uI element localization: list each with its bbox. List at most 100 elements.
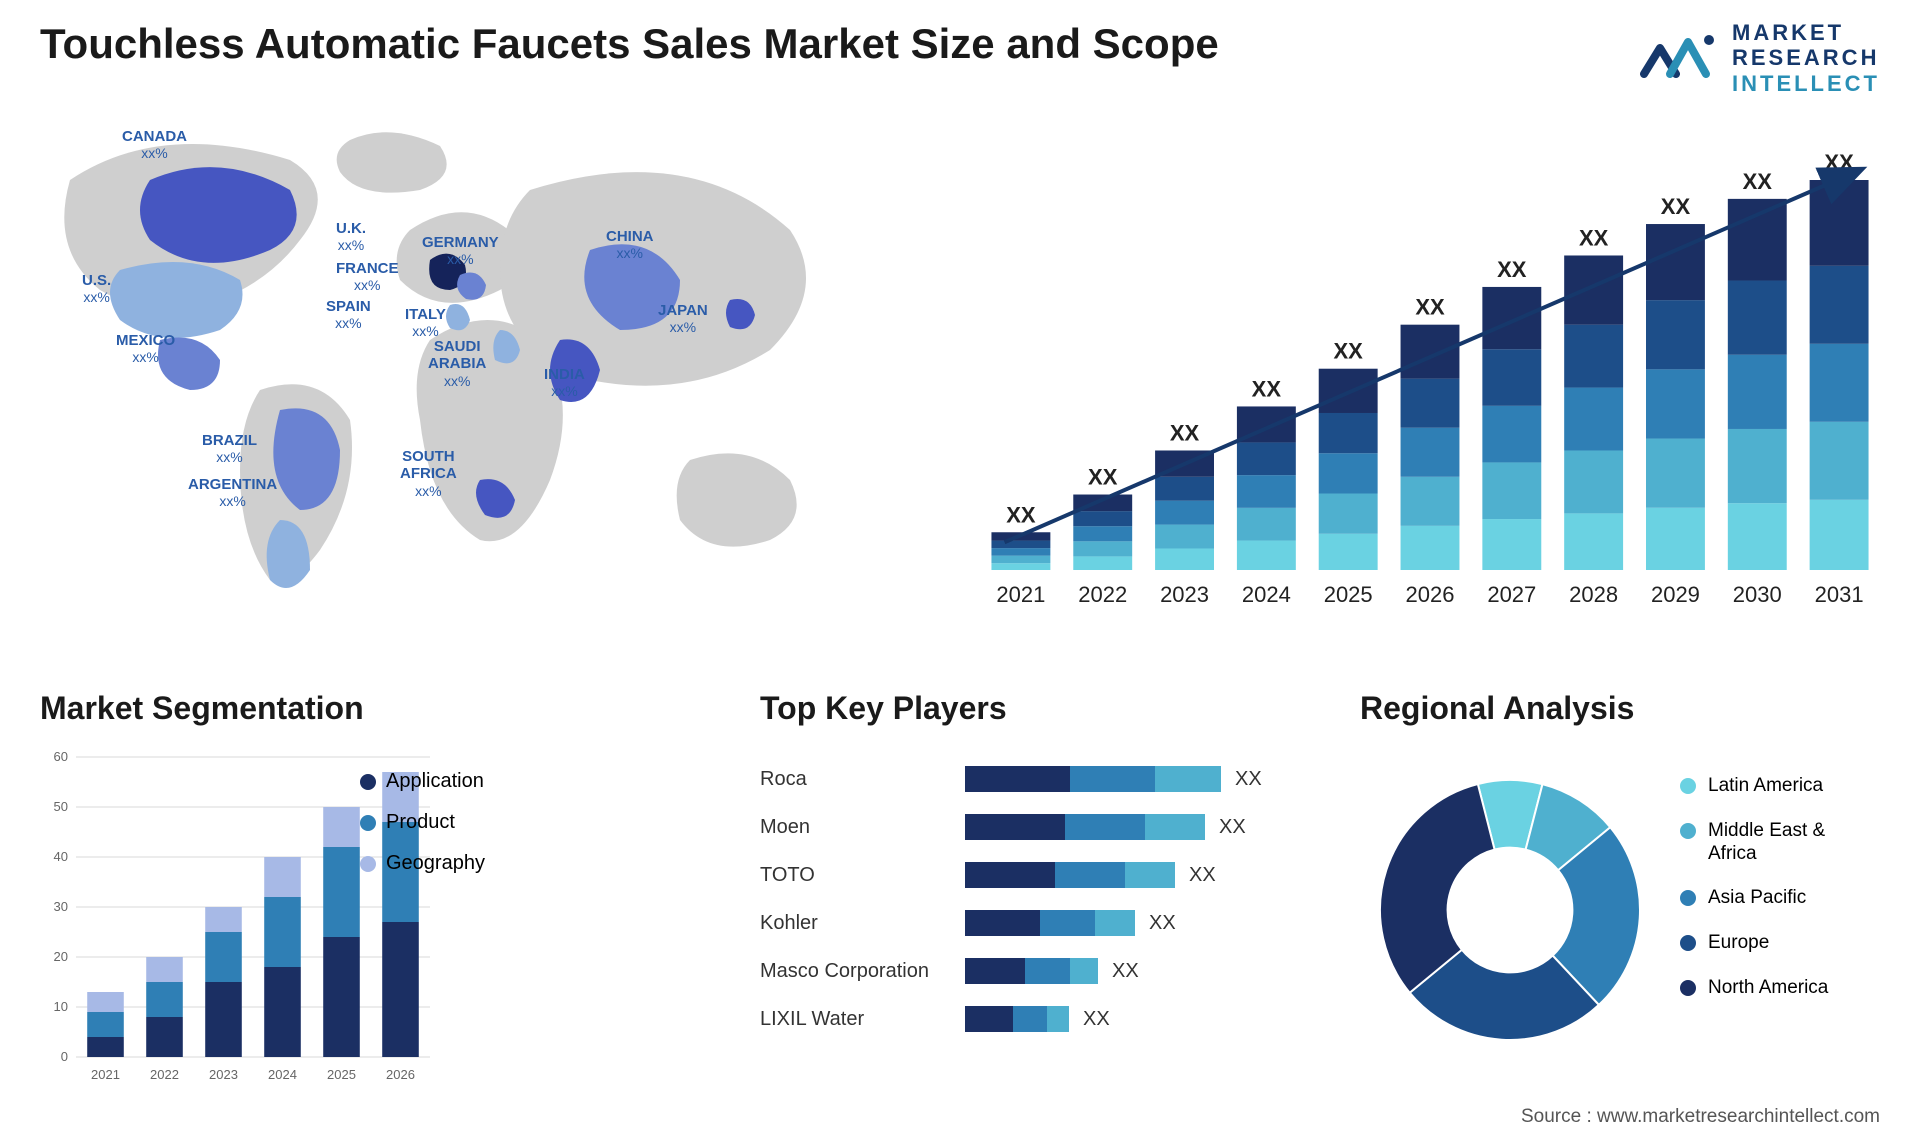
source-text: Source : www.marketresearchintellect.com [1521,1106,1880,1128]
svg-text:30: 30 [54,899,68,914]
svg-text:2022: 2022 [1078,582,1127,607]
map-label: ITALYxx% [405,306,446,341]
svg-text:2030: 2030 [1733,582,1782,607]
player-value: XX [1112,960,1139,983]
player-bar [965,814,1205,840]
svg-text:2028: 2028 [1569,582,1618,607]
players-list: RocaXXMoenXXTOTOXXKohlerXXMasco Corporat… [760,755,1300,1043]
svg-text:2024: 2024 [1242,582,1291,607]
map-label: SAUDIARABIAxx% [428,338,486,390]
regional-title: Regional Analysis [1360,690,1890,727]
player-bar [965,910,1135,936]
svg-text:2025: 2025 [1324,582,1373,607]
svg-text:2026: 2026 [386,1067,415,1082]
player-value: XX [1219,816,1246,839]
logo-text: MARKET RESEARCH INTELLECT [1732,20,1880,96]
segmentation-legend: Application Product Geography [360,770,485,893]
page-title: Touchless Automatic Faucets Sales Market… [40,20,1219,68]
legend-item: Geography [360,852,485,875]
regional-donut [1360,760,1660,1065]
svg-text:XX: XX [1743,169,1773,194]
player-value: XX [1235,768,1262,791]
player-row: Roca XX [760,755,1300,803]
growth-chart: XX 2021 XX 2022 XX 2023 XX 2024 XX 2025 XX 2026 XX 20… [980,150,1880,620]
player-value: XX [1189,864,1216,887]
svg-text:XX: XX [1334,339,1364,364]
svg-text:XX: XX [1006,502,1036,527]
legend-item: Application [360,770,485,793]
map-label: SPAINxx% [326,298,371,333]
player-value: XX [1083,1008,1110,1031]
svg-text:20: 20 [54,949,68,964]
svg-text:2022: 2022 [150,1067,179,1082]
svg-text:XX: XX [1415,295,1445,320]
logo: MARKET RESEARCH INTELLECT [1640,20,1880,96]
player-name: LIXIL Water [760,1008,965,1031]
player-name: Kohler [760,912,965,935]
svg-text:2026: 2026 [1406,582,1455,607]
svg-text:2031: 2031 [1815,582,1864,607]
map-label: FRANCExx% [336,260,399,295]
player-row: Moen XX [760,803,1300,851]
player-bar [965,1006,1069,1032]
map-label: U.S.xx% [82,272,111,307]
svg-text:XX: XX [1824,150,1854,175]
svg-text:50: 50 [54,799,68,814]
svg-text:XX: XX [1088,465,1118,490]
svg-text:XX: XX [1170,420,1200,445]
player-name: Roca [760,768,965,791]
svg-text:60: 60 [54,749,68,764]
svg-text:XX: XX [1252,376,1282,401]
svg-text:2023: 2023 [1160,582,1209,607]
players-section: Top Key Players Roca XX Moen XX TOTO XX Kohler… [760,690,1300,1043]
svg-text:2021: 2021 [91,1067,120,1082]
svg-text:40: 40 [54,849,68,864]
svg-text:0: 0 [61,1049,68,1064]
map-label: MEXICOxx% [116,332,175,367]
svg-text:2021: 2021 [996,582,1045,607]
map-label: U.K.xx% [336,220,366,255]
map-label: BRAZILxx% [202,432,257,467]
svg-text:10: 10 [54,999,68,1014]
svg-text:2024: 2024 [268,1067,297,1082]
player-bar [965,766,1221,792]
segmentation-section: Market Segmentation 0 10 20 30 40 50 60 2021 202… [40,690,580,1087]
players-title: Top Key Players [760,690,1300,727]
svg-text:2025: 2025 [327,1067,356,1082]
map-label: SOUTHAFRICAxx% [400,448,457,500]
player-name: Masco Corporation [760,960,965,983]
logo-line2: RESEARCH [1732,45,1880,70]
regional-legend: Latin America Middle East &Africa Asia Pac… [1680,775,1828,1022]
svg-text:2029: 2029 [1651,582,1700,607]
player-row: Masco Corporation XX [760,947,1300,995]
player-row: LIXIL Water XX [760,995,1300,1043]
player-bar [965,862,1175,888]
player-name: Moen [760,816,965,839]
player-row: KohlerXX [760,899,1300,947]
legend-item: Middle East &Africa [1680,820,1828,866]
svg-text:XX: XX [1661,194,1691,219]
logo-line3: INTELLECT [1732,71,1880,96]
map-label: ARGENTINAxx% [188,476,277,511]
legend-item: Latin America [1680,775,1828,798]
logo-line1: MARKET [1732,20,1880,45]
map-label: INDIAxx% [544,366,585,401]
svg-text:XX: XX [1579,225,1609,250]
map-label: JAPANxx% [658,302,708,337]
legend-item: Product [360,811,485,834]
legend-item: Europe [1680,932,1828,955]
legend-item: North America [1680,977,1828,1000]
player-row: TOTO XX [760,851,1300,899]
legend-item: Asia Pacific [1680,887,1828,910]
regional-section: Regional Analysis [1360,690,1890,727]
svg-text:2027: 2027 [1487,582,1536,607]
map-label: CHINAxx% [606,228,654,263]
svg-text:2023: 2023 [209,1067,238,1082]
logo-mark-icon [1640,30,1720,86]
player-name: TOTO [760,864,965,887]
segmentation-title: Market Segmentation [40,690,580,727]
map-label: CANADAxx% [122,128,187,163]
map-label: GERMANYxx% [422,234,499,269]
world-map: CANADAxx% U.S.xx%MEXICOxx% BRAZILxx% ARGENT… [30,120,930,640]
svg-text:XX: XX [1497,257,1527,282]
